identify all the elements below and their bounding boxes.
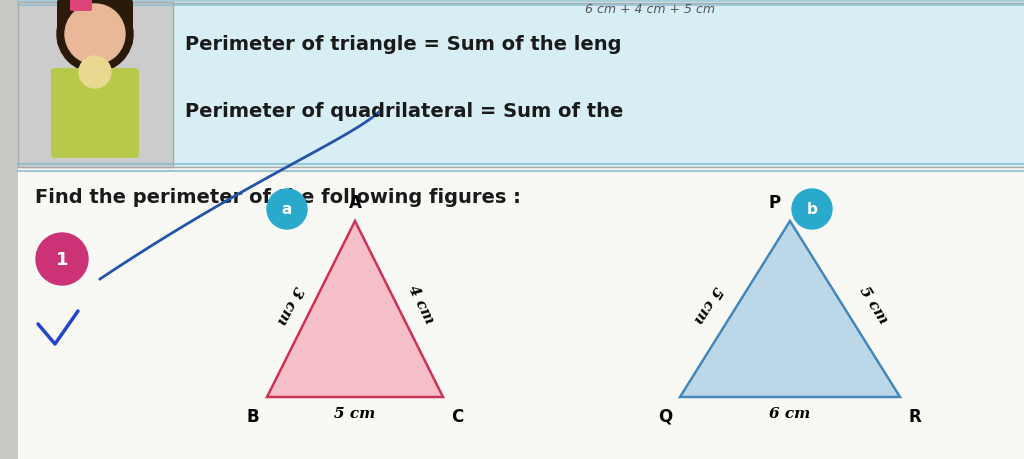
Circle shape xyxy=(57,0,133,73)
FancyBboxPatch shape xyxy=(18,3,173,168)
Text: 6 cm + 4 cm + 5 cm: 6 cm + 4 cm + 5 cm xyxy=(585,4,715,17)
Polygon shape xyxy=(267,222,443,397)
FancyBboxPatch shape xyxy=(18,3,1024,168)
Text: Find the perimeter of the following figures :: Find the perimeter of the following figu… xyxy=(35,188,521,207)
Text: 5 cm: 5 cm xyxy=(335,406,376,420)
FancyBboxPatch shape xyxy=(70,0,92,12)
Text: R: R xyxy=(908,407,921,425)
Text: C: C xyxy=(451,407,463,425)
FancyBboxPatch shape xyxy=(0,0,18,459)
Text: 5 cm: 5 cm xyxy=(690,283,724,325)
Text: P: P xyxy=(769,194,781,212)
Text: b: b xyxy=(807,202,817,217)
Circle shape xyxy=(79,57,111,89)
Polygon shape xyxy=(680,222,900,397)
FancyBboxPatch shape xyxy=(18,0,1024,459)
FancyBboxPatch shape xyxy=(57,0,133,47)
Text: 1: 1 xyxy=(55,251,69,269)
Text: A: A xyxy=(348,194,361,212)
Text: 6 cm: 6 cm xyxy=(769,406,811,420)
Text: B: B xyxy=(247,407,259,425)
Text: Perimeter of quadrilateral = Sum of the: Perimeter of quadrilateral = Sum of the xyxy=(185,102,624,121)
Text: a: a xyxy=(282,202,292,217)
Text: 3 cm: 3 cm xyxy=(273,283,304,326)
Circle shape xyxy=(65,5,125,65)
Circle shape xyxy=(267,190,307,230)
FancyBboxPatch shape xyxy=(51,69,139,159)
Text: Perimeter of triangle = Sum of the leng: Perimeter of triangle = Sum of the leng xyxy=(185,35,622,54)
Text: 4 cm: 4 cm xyxy=(406,283,436,326)
Text: Q: Q xyxy=(657,407,672,425)
Text: 5 cm: 5 cm xyxy=(856,283,890,325)
Circle shape xyxy=(36,234,88,285)
Circle shape xyxy=(792,190,833,230)
